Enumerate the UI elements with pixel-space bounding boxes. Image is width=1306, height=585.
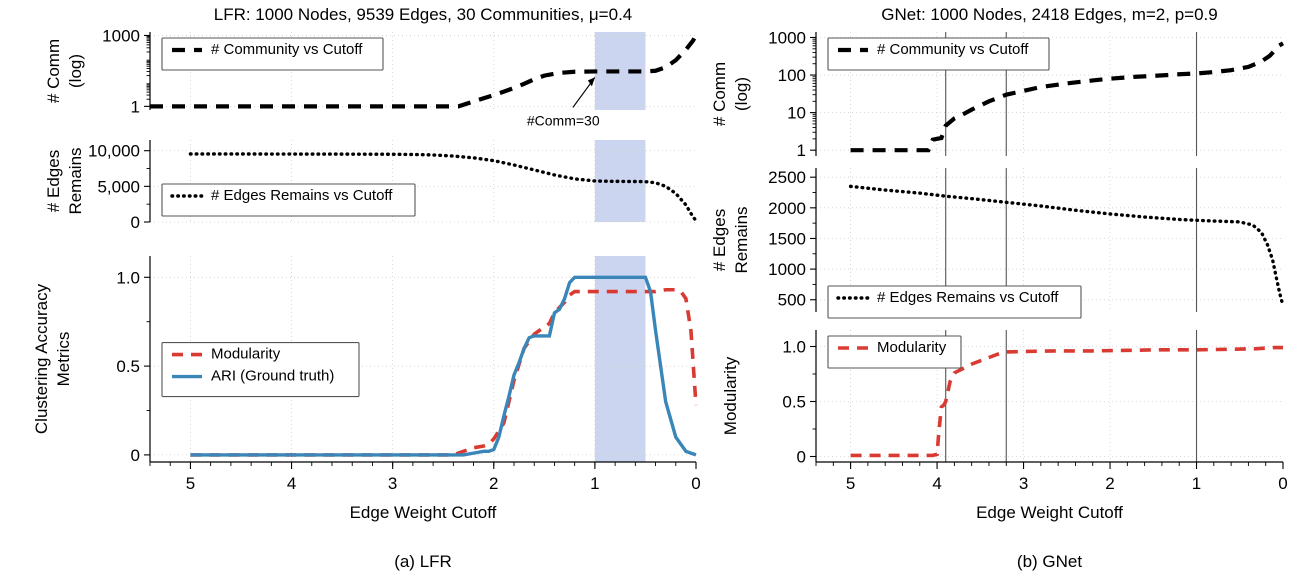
legend-box bbox=[161, 341, 360, 398]
panel-caption: (b) GNet bbox=[1017, 552, 1082, 571]
y-tick-label: 10,000 bbox=[88, 142, 140, 161]
legend-label: Modularity bbox=[877, 339, 947, 356]
x-tick-label: 4 bbox=[932, 474, 941, 493]
annotation-arrowhead bbox=[587, 77, 595, 87]
y-tick-label: 1500 bbox=[768, 229, 806, 248]
series-line--community-vs-cutoff bbox=[150, 34, 698, 109]
y-axis-label: Remains bbox=[66, 147, 85, 214]
x-tick-label: 0 bbox=[1278, 474, 1287, 493]
y-tick-label: 1000 bbox=[768, 260, 806, 279]
y-axis-label: Metrics bbox=[54, 332, 73, 387]
y-tick-label: 10 bbox=[787, 104, 806, 123]
y-tick-label: 5,000 bbox=[97, 177, 140, 196]
subplot-gnet-0: 1 10 100 1000 # Comm (log) # Community vs Cuto… bbox=[710, 28, 1285, 160]
y-tick-label: 2500 bbox=[768, 168, 806, 187]
x-tick-label: 1 bbox=[590, 474, 599, 493]
y-tick-label: 1 bbox=[131, 97, 140, 116]
legend-box bbox=[161, 183, 416, 217]
x-tick-label: 3 bbox=[1019, 474, 1028, 493]
subplot-lfr-0: 1 1000 # Comm (log) # Community vs Cutoff bbox=[44, 26, 698, 116]
y-tick-label: 500 bbox=[778, 291, 806, 310]
x-tick-label: 1 bbox=[1192, 474, 1201, 493]
legend-box bbox=[827, 335, 962, 369]
series-line-modularity bbox=[190, 287, 698, 457]
legend-box bbox=[827, 285, 1082, 319]
y-axis-label: Clustering Accuracy bbox=[32, 283, 51, 434]
subplot-gnet-1: 500 1000 1500 2000 2500 # Edges Remains # Edges… bbox=[710, 168, 1285, 319]
series-line-modularity bbox=[850, 345, 1283, 458]
subplot-lfr-1: 0 5,000 10,000 # Edges Remains # Edges Remain… bbox=[44, 140, 698, 232]
legend-box bbox=[827, 37, 1050, 71]
series-line-ari-ground-truth- bbox=[190, 275, 697, 457]
panel-gnet: GNet: 1000 Nodes, 2418 Edges, m=2, p=0.9… bbox=[710, 5, 1288, 571]
x-tick-label: 4 bbox=[287, 474, 296, 493]
y-tick-label: 1.0 bbox=[116, 268, 140, 287]
y-tick-label: 1000 bbox=[102, 26, 140, 45]
legend-label: Modularity bbox=[211, 346, 281, 363]
y-tick-label: 1.0 bbox=[782, 338, 806, 357]
y-axis-label: # Comm bbox=[710, 62, 729, 126]
y-axis-label: # Edges bbox=[44, 150, 63, 212]
y-axis-label: # Edges bbox=[710, 209, 729, 271]
panel-title-lfr: LFR: 1000 Nodes, 9539 Edges, 30 Communit… bbox=[214, 5, 633, 24]
series-line--community-vs-cutoff bbox=[850, 41, 1285, 153]
subplot-lfr-2: 0 0.5 1.0 Clustering Accuracy Metrics Modular… bbox=[32, 256, 701, 571]
legend-box bbox=[161, 37, 384, 71]
legend-label: # Edges Remains vs Cutoff bbox=[211, 187, 393, 204]
y-tick-label: 0 bbox=[797, 448, 806, 467]
subplot-gnet-2: 0 0.5 1.0 Modularity Modularity 5 4 3 2 1 0 Edge We… bbox=[721, 330, 1288, 571]
x-axis-label: Edge Weight Cutoff bbox=[350, 503, 497, 522]
y-axis-label: Remains bbox=[732, 206, 751, 273]
y-tick-label: 1 bbox=[797, 141, 806, 160]
y-axis-label: (log) bbox=[66, 54, 85, 88]
y-tick-label: 0.5 bbox=[116, 357, 140, 376]
y-tick-label: 0 bbox=[131, 213, 140, 232]
y-axis-label: # Comm bbox=[44, 39, 63, 103]
x-tick-label: 5 bbox=[846, 474, 855, 493]
y-tick-label: 2000 bbox=[768, 199, 806, 218]
y-tick-label: 1000 bbox=[768, 28, 806, 47]
highlight-band bbox=[594, 256, 646, 462]
y-tick-label: 100 bbox=[778, 66, 806, 85]
annotation-label: #Comm=30 bbox=[527, 112, 600, 128]
x-tick-label: 0 bbox=[691, 474, 700, 493]
y-tick-label: 0.5 bbox=[782, 393, 806, 412]
panel-title-gnet: GNet: 1000 Nodes, 2418 Edges, m=2, p=0.9 bbox=[881, 5, 1217, 24]
legend-label: # Community vs Cutoff bbox=[877, 41, 1029, 58]
x-tick-label: 2 bbox=[489, 474, 498, 493]
x-tick-label: 5 bbox=[186, 474, 195, 493]
x-axis-label: Edge Weight Cutoff bbox=[976, 503, 1123, 522]
y-axis-label: (log) bbox=[732, 77, 751, 111]
series-line--edges-remains-vs-cutoff bbox=[848, 184, 1285, 308]
highlight-band bbox=[594, 140, 646, 222]
y-axis-label: Modularity bbox=[721, 356, 740, 435]
x-tick-label: 3 bbox=[388, 474, 397, 493]
panel-lfr: LFR: 1000 Nodes, 9539 Edges, 30 Communit… bbox=[32, 5, 701, 571]
legend-label: # Community vs Cutoff bbox=[211, 41, 363, 58]
panel-caption: (a) LFR bbox=[394, 552, 452, 571]
x-tick-label: 2 bbox=[1105, 474, 1114, 493]
series-line--edges-remains-vs-cutoff bbox=[188, 152, 698, 223]
legend-label: # Edges Remains vs Cutoff bbox=[877, 289, 1059, 306]
legend-label: ARI (Ground truth) bbox=[211, 368, 334, 385]
y-tick-label: 0 bbox=[131, 446, 140, 465]
